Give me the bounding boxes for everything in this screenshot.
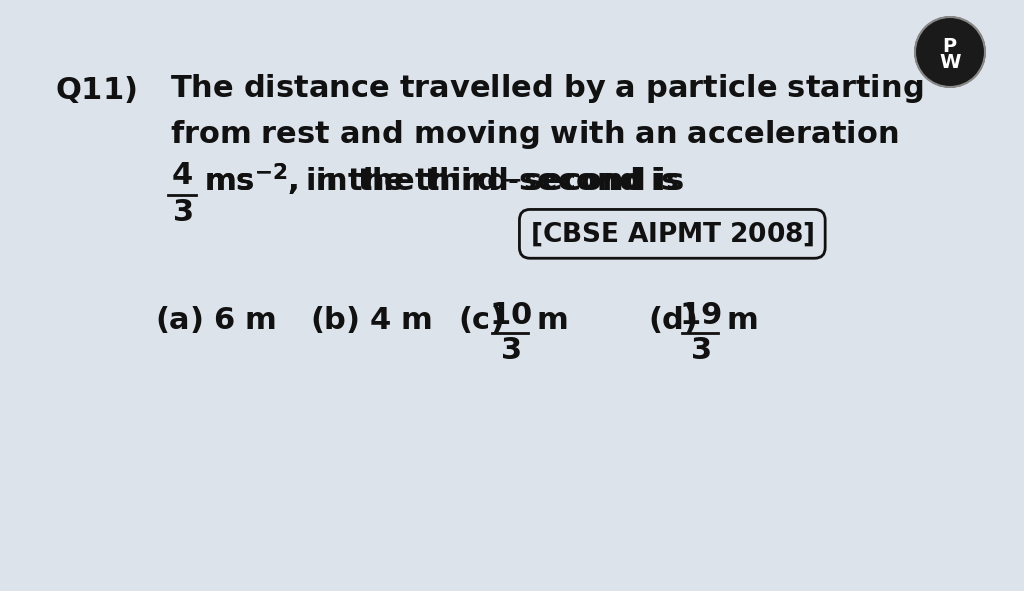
Text: $\mathbf{3}$: $\mathbf{3}$ xyxy=(689,335,711,366)
Text: $\mathbf{m}$: $\mathbf{m}$ xyxy=(536,305,567,336)
Circle shape xyxy=(915,17,985,87)
Text: $\mathbf{3}$: $\mathbf{3}$ xyxy=(172,197,193,228)
Text: $\mathbf{(d)}$: $\mathbf{(d)}$ xyxy=(648,305,697,336)
Text: $\mathbf{(b)\ 4\ m}$: $\mathbf{(b)\ 4\ m}$ xyxy=(310,305,432,336)
Text: $\mathbf{from\ rest\ and\ moving\ with\ an\ acceleration}$: $\mathbf{from\ rest\ and\ moving\ with\ … xyxy=(170,118,898,151)
Text: $\mathbf{m}$: $\mathbf{m}$ xyxy=(726,305,758,336)
Text: $\mathbf{4}$: $\mathbf{4}$ xyxy=(171,160,193,191)
Text: $\bf{ms^{-2}, in\ the\ third\mathit{-}second\ is}$: $\bf{ms^{-2}, in\ the\ third\mathit{-}se… xyxy=(204,162,684,199)
Text: $\mathbf{Q11)}$: $\mathbf{Q11)}$ xyxy=(55,75,137,106)
Text: $\mathbf{The\ distance\ travelled\ by\ a\ particle\ starting}$: $\mathbf{The\ distance\ travelled\ by\ a… xyxy=(170,72,924,105)
Text: $\mathbf{19}$: $\mathbf{19}$ xyxy=(679,300,721,331)
Text: $\mathbf{3}$: $\mathbf{3}$ xyxy=(500,335,520,366)
Text: $\mathbf{P}$: $\mathbf{P}$ xyxy=(942,37,957,57)
Text: $\mathbf{10}$: $\mathbf{10}$ xyxy=(488,300,531,331)
Text: $\mathbf{ms^{-2}}$$\mathbf{,\ in\ the\ third\text{-}second\ is}$: $\mathbf{ms^{-2}}$$\mathbf{,\ in\ the\ t… xyxy=(204,162,679,199)
Text: $\mathbf{W}$: $\mathbf{W}$ xyxy=(939,53,962,72)
Text: $\mathbf{(a)\ 6\ m}$: $\mathbf{(a)\ 6\ m}$ xyxy=(155,305,275,336)
Text: $\mathit{\mathbf{[CBSE\ AIPMT\ 2008]}}$: $\mathit{\mathbf{[CBSE\ AIPMT\ 2008]}}$ xyxy=(530,220,815,248)
Text: $\mathbf{(c)}$: $\mathbf{(c)}$ xyxy=(458,305,504,336)
